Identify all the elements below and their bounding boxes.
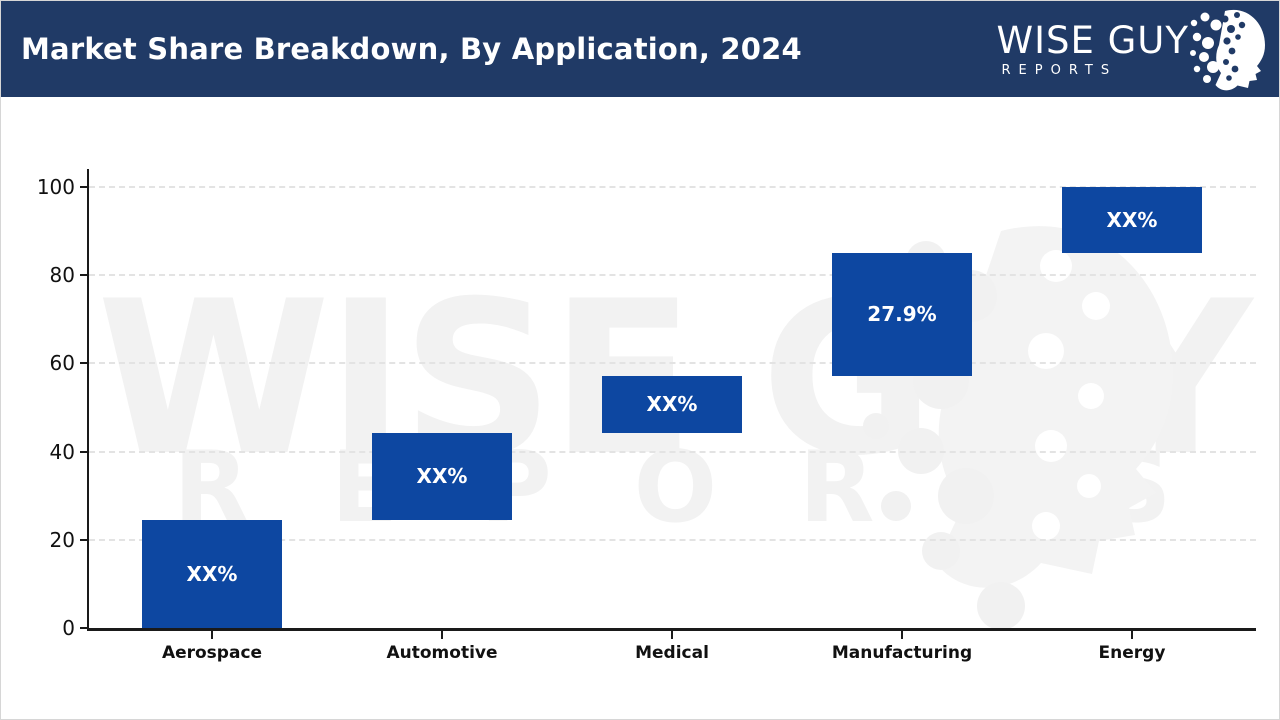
bar-value-label: 27.9%	[867, 302, 937, 327]
bar-energy: XX%	[1062, 187, 1202, 253]
x-tick-mark-automotive	[441, 630, 443, 639]
y-tick-mark-100	[80, 186, 89, 188]
logo-head-icon	[1190, 9, 1265, 91]
bar-manufacturing: 27.9%	[832, 252, 972, 376]
x-category-label-automotive: Automotive	[386, 643, 498, 663]
gridline-20	[89, 538, 1256, 541]
bar-value-label: XX%	[1106, 207, 1158, 232]
x-category-label-manufacturing: Manufacturing	[831, 643, 973, 663]
y-tick-mark-40	[80, 450, 89, 453]
y-tick-label-100: 100	[36, 175, 75, 199]
y-tick-mark-80	[80, 274, 89, 277]
bar-value-label: XX%	[186, 561, 238, 586]
wiseguy-logo: WISE GUY REPORTS	[997, 5, 1271, 95]
page-title: Market Share Breakdown, By Application, …	[21, 32, 802, 66]
logo-wordmark: WISE GUY	[996, 18, 1189, 62]
y-tick-label-20: 20	[49, 527, 75, 552]
bar-value-label: XX%	[416, 464, 468, 489]
gridline-80	[89, 274, 1256, 277]
y-tick-mark-60	[80, 362, 89, 365]
y-tick-label-40: 40	[49, 439, 75, 464]
bar-aerospace: XX%	[142, 519, 282, 628]
gridline-60	[89, 362, 1256, 365]
y-tick-mark-20	[80, 538, 89, 541]
x-tick-mark-aerospace	[211, 630, 213, 639]
bar-medical: XX%	[602, 375, 742, 433]
x-category-label-aerospace: Aerospace	[161, 643, 263, 663]
x-axis-spine	[87, 628, 1256, 631]
header: Market Share Breakdown, By Application, …	[1, 1, 1279, 97]
x-category-label-energy: Energy	[1098, 643, 1166, 663]
y-tick-label-0: 0	[62, 616, 75, 640]
x-category-label-medical: Medical	[635, 643, 709, 663]
x-tick-mark-energy	[1131, 630, 1133, 639]
y-tick-mark-0	[80, 627, 89, 629]
y-axis-spine	[87, 169, 89, 631]
x-tick-mark-manufacturing	[901, 630, 903, 639]
bar-automotive: XX%	[372, 432, 512, 520]
gridline-40	[89, 450, 1256, 453]
waterfall-chart: 0 20 40 60 80 100 XX% XX% XX% 27.9% XX% Aerospace Au…	[1, 97, 1279, 719]
y-tick-label-60: 60	[49, 351, 75, 376]
logo-subtitle: REPORTS	[1001, 63, 1118, 79]
gridline-100	[89, 186, 1256, 188]
y-tick-label-80: 80	[49, 263, 75, 288]
logo-text: WISE GUY REPORTS	[996, 18, 1189, 79]
x-tick-mark-medical	[671, 630, 673, 639]
bar-value-label: XX%	[646, 392, 698, 417]
